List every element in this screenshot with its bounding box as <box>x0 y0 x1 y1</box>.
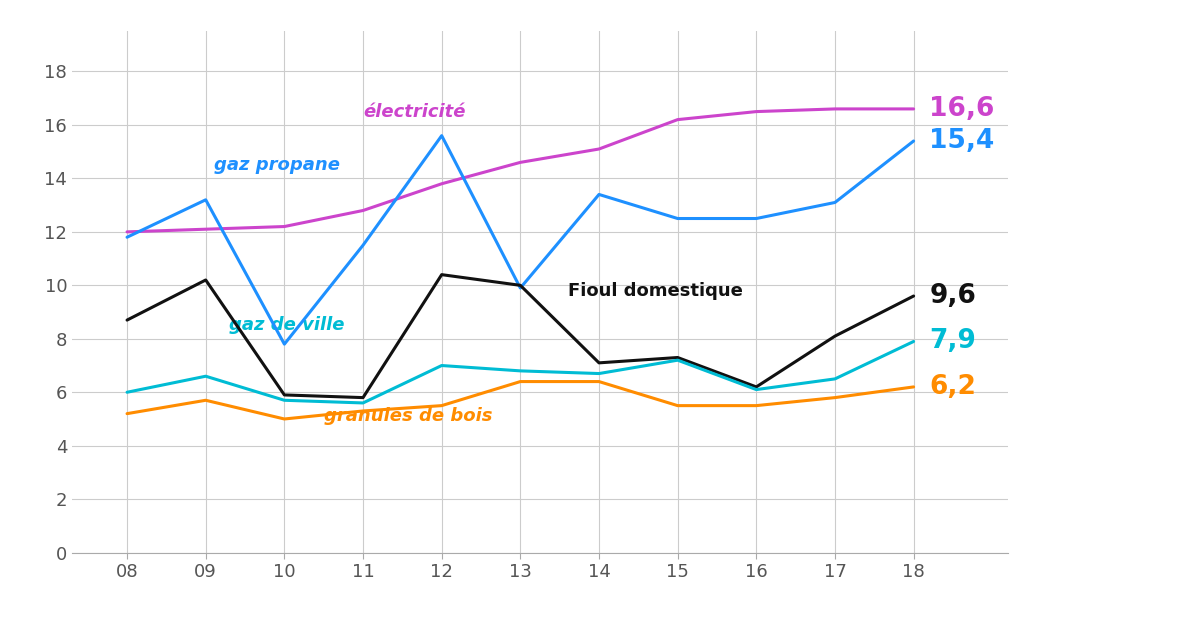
Text: 16,6: 16,6 <box>929 96 995 122</box>
Text: Fioul domestique: Fioul domestique <box>568 282 743 300</box>
Text: gaz de ville: gaz de ville <box>229 317 344 335</box>
Text: électricité: électricité <box>364 102 466 121</box>
Text: 15,4: 15,4 <box>929 128 995 154</box>
Text: 7,9: 7,9 <box>929 328 977 354</box>
Text: 9,6: 9,6 <box>929 283 977 309</box>
Text: gaz propane: gaz propane <box>214 156 340 174</box>
Text: granules de bois: granules de bois <box>324 408 492 425</box>
Text: 6,2: 6,2 <box>929 374 977 400</box>
